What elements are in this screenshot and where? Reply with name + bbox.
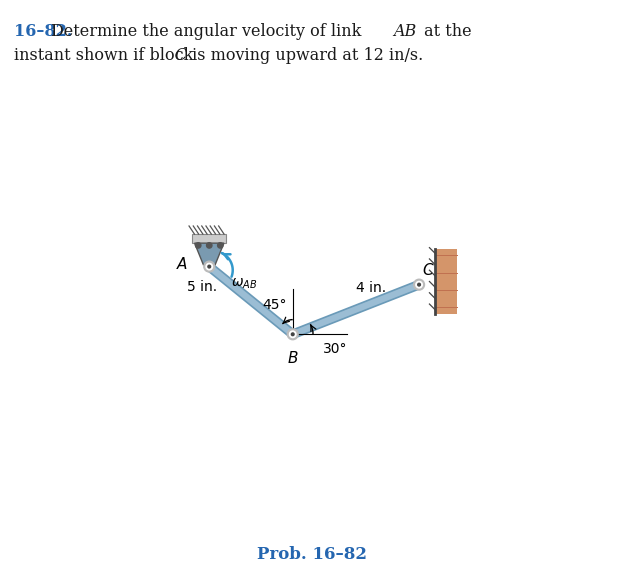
Circle shape <box>290 331 296 338</box>
Text: 45°: 45° <box>262 298 286 312</box>
Circle shape <box>414 280 424 290</box>
Text: Determine the angular velocity of link: Determine the angular velocity of link <box>51 23 367 40</box>
Polygon shape <box>291 281 421 338</box>
Text: B: B <box>288 352 298 366</box>
Circle shape <box>287 329 298 340</box>
Text: A: A <box>177 257 188 272</box>
Text: instant shown if block: instant shown if block <box>14 47 198 64</box>
Circle shape <box>416 281 422 288</box>
Circle shape <box>206 263 213 270</box>
Text: Prob. 16–82: Prob. 16–82 <box>257 546 367 563</box>
Circle shape <box>204 261 215 272</box>
Circle shape <box>417 283 421 286</box>
Polygon shape <box>435 248 457 314</box>
Text: 4 in.: 4 in. <box>356 281 386 295</box>
Text: $\omega_{AB}$: $\omega_{AB}$ <box>231 277 257 291</box>
Polygon shape <box>192 234 226 243</box>
Text: at the: at the <box>419 23 472 40</box>
Text: C: C <box>422 263 433 278</box>
Text: AB: AB <box>393 23 416 40</box>
Text: is moving upward at 12 in/s.: is moving upward at 12 in/s. <box>187 47 424 64</box>
Text: 16–82.: 16–82. <box>14 23 72 40</box>
Text: C: C <box>175 47 187 64</box>
Text: 5 in.: 5 in. <box>187 280 217 294</box>
Circle shape <box>208 265 211 268</box>
Circle shape <box>207 243 212 248</box>
Polygon shape <box>195 243 224 265</box>
Polygon shape <box>207 264 295 338</box>
Circle shape <box>218 243 223 248</box>
Circle shape <box>291 333 294 336</box>
Circle shape <box>195 243 201 248</box>
Text: 30°: 30° <box>323 342 348 356</box>
